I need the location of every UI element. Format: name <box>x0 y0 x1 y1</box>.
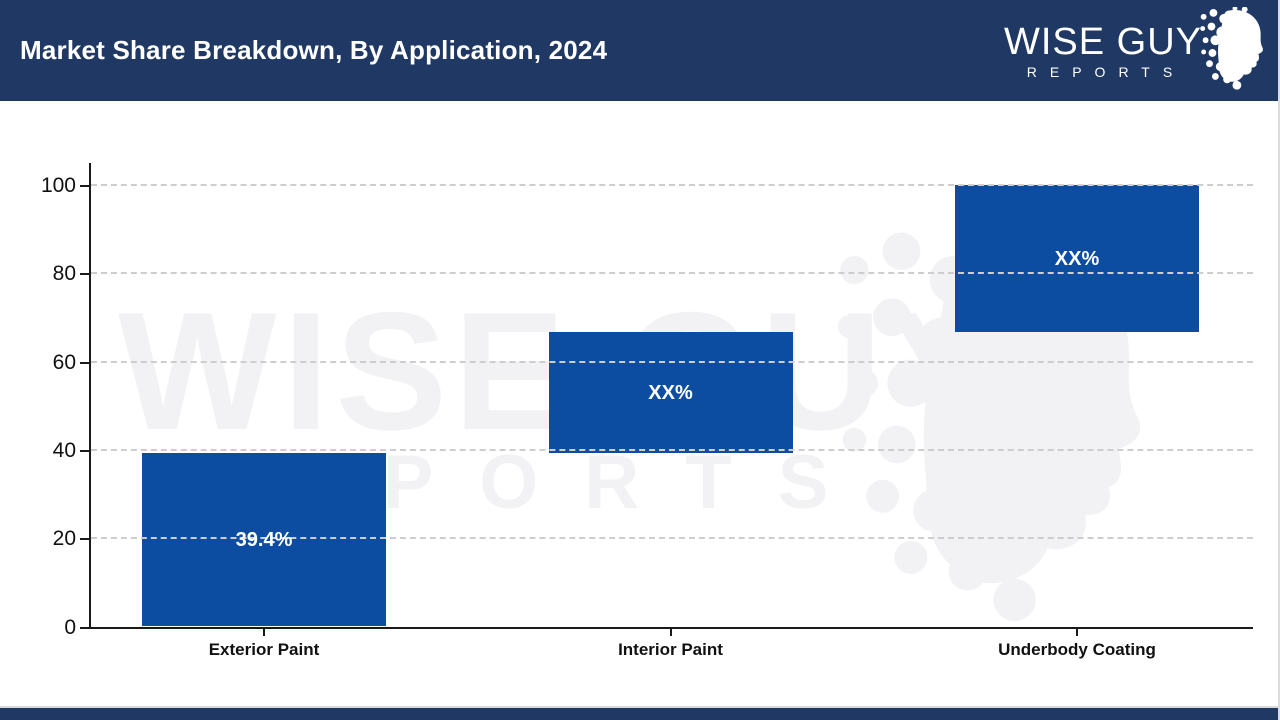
category-label: Underbody Coating <box>998 639 1156 659</box>
bar-0 <box>142 452 386 627</box>
logo-text: WISE GUY REPORTS <box>1004 22 1202 80</box>
category-label: Exterior Paint <box>208 639 320 659</box>
wiseguy-logo: WISE GUY REPORTS <box>1004 6 1268 95</box>
logo-subtext: REPORTS <box>1026 63 1186 80</box>
bar-value-label: 39.4% <box>235 528 293 551</box>
footer-bar <box>0 706 1280 720</box>
y-tick-label: 80 <box>52 262 76 286</box>
y-axis-line <box>89 163 91 628</box>
x-axis-line <box>89 626 1253 629</box>
y-tick-0 <box>80 626 89 629</box>
chart-area: WISE GUY REPORTS 0 20 40 60 80 100 39.4% Exteri… <box>0 101 1280 708</box>
y-tick-100 <box>80 185 89 187</box>
bar-value-label: XX% <box>1054 247 1100 270</box>
gridline-20 <box>91 537 1253 540</box>
header-bar: Market Share Breakdown, By Application, … <box>0 0 1280 101</box>
y-tick-40 <box>80 449 89 452</box>
y-tick-label: 100 <box>40 174 76 197</box>
gridline-80 <box>91 272 1253 275</box>
x-tick-0 <box>263 629 265 636</box>
y-tick-label: 40 <box>52 438 76 462</box>
chart-title: Market Share Breakdown, By Application, … <box>20 35 608 65</box>
bar-1 <box>548 332 793 453</box>
y-tick-60 <box>80 361 89 364</box>
gridline-40 <box>91 448 1253 451</box>
y-tick-80 <box>80 273 89 276</box>
gridline-100 <box>91 184 1253 186</box>
y-tick-label: 20 <box>52 527 76 551</box>
logo-wordmark: WISE GUY <box>1003 20 1202 63</box>
bar-value-label: XX% <box>648 381 693 404</box>
y-tick-20 <box>80 538 89 541</box>
logo-face-icon <box>1200 6 1263 90</box>
x-tick-1 <box>669 629 672 636</box>
page-right-edge <box>1278 0 1280 720</box>
y-tick-label: 0 <box>64 615 76 639</box>
gridline-60 <box>91 360 1253 363</box>
y-tick-label: 60 <box>52 350 76 374</box>
category-label: Interior Paint <box>618 639 723 659</box>
x-tick-2 <box>1076 629 1078 636</box>
